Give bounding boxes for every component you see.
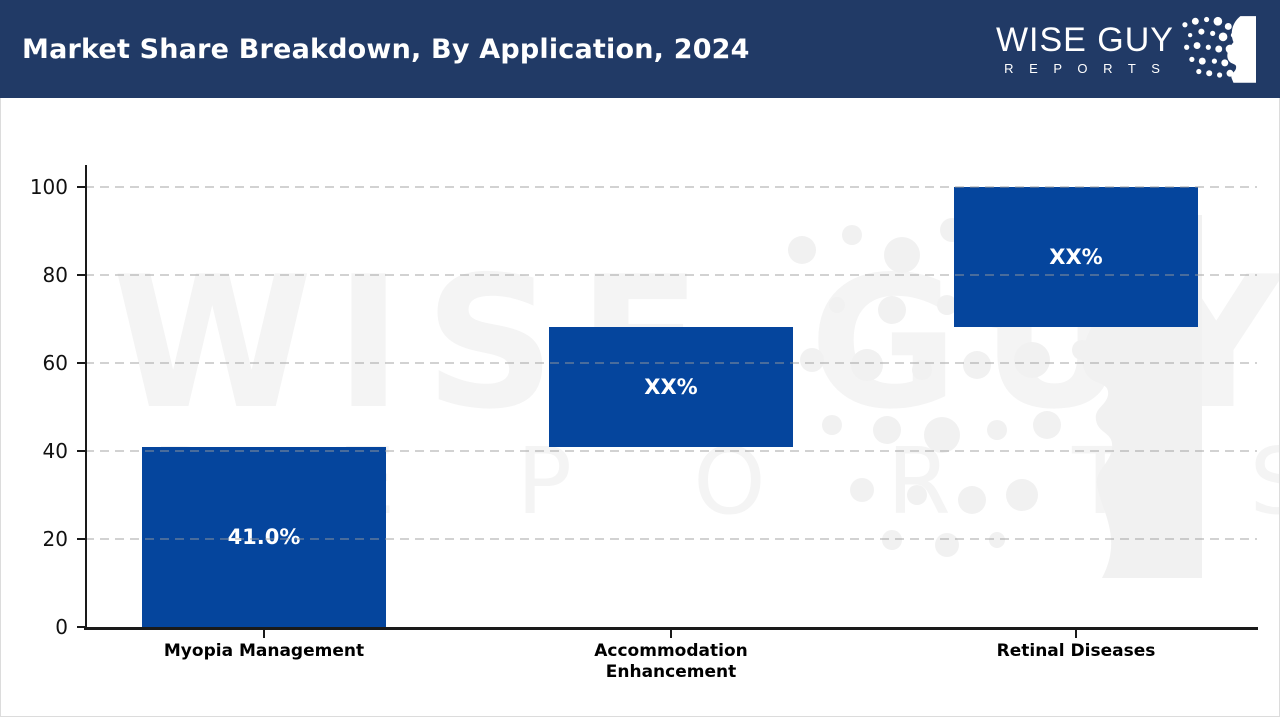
x-axis-category-label-accommodation-enhancement: Accommodation Enhancement — [594, 641, 748, 683]
header-band: Market Share Breakdown, By Application, … — [0, 0, 1280, 98]
y-axis-tick-label-100: 100 — [29, 175, 68, 199]
bar-value-label: XX% — [1049, 244, 1103, 269]
y-axis-tick-label-80: 80 — [42, 263, 68, 287]
bar-myopia-management: 41.0% — [142, 446, 386, 627]
gridline-100 — [85, 186, 1257, 188]
gridline-60 — [85, 362, 1257, 364]
y-axis-line — [85, 165, 87, 629]
logo-subtitle: R E P O R T S — [1004, 60, 1166, 76]
x-axis-tick-mark — [1075, 630, 1077, 638]
x-axis-tick-mark — [670, 630, 672, 638]
bar-value-label: XX% — [644, 374, 698, 399]
y-axis-tick-mark — [77, 274, 85, 276]
page-title: Market Share Breakdown, By Application, … — [22, 33, 750, 65]
y-axis-tick-mark — [77, 362, 85, 364]
y-axis-tick-mark — [77, 626, 85, 628]
wiseguy-logo: WISE GUY R E P O R T S — [996, 9, 1256, 89]
bar-value-label: 41.0% — [227, 524, 301, 549]
y-axis-tick-label-20: 20 — [42, 527, 68, 551]
x-axis-tick-mark — [263, 630, 265, 638]
x-axis-line — [84, 627, 1258, 630]
logo-wordmark: WISE GUY — [995, 20, 1174, 59]
x-axis-category-label-myopia-management: Myopia Management — [163, 641, 365, 661]
bar-retinal-diseases: XX% — [954, 187, 1198, 327]
gridline-80 — [85, 274, 1257, 276]
y-axis-tick-mark — [77, 450, 85, 452]
y-axis-tick-mark — [77, 186, 85, 188]
plot-area: 41.0% XX% XX% — [85, 165, 1257, 627]
y-axis-tick-label-40: 40 — [42, 439, 68, 463]
y-axis-tick-label-60: 60 — [42, 351, 68, 375]
gridline-20 — [85, 538, 1257, 540]
y-axis-tick-mark — [77, 538, 85, 540]
logo-face-icon — [1182, 16, 1256, 83]
gridline-40 — [85, 450, 1257, 452]
x-axis-ticks — [85, 630, 1257, 638]
x-axis-category-label-retinal-diseases: Retinal Diseases — [996, 641, 1156, 661]
y-axis: 0 20 40 60 80 100 — [0, 165, 85, 637]
y-axis-tick-label-0: 0 — [55, 615, 68, 639]
bar-accommodation-enhancement: XX% — [549, 326, 793, 447]
